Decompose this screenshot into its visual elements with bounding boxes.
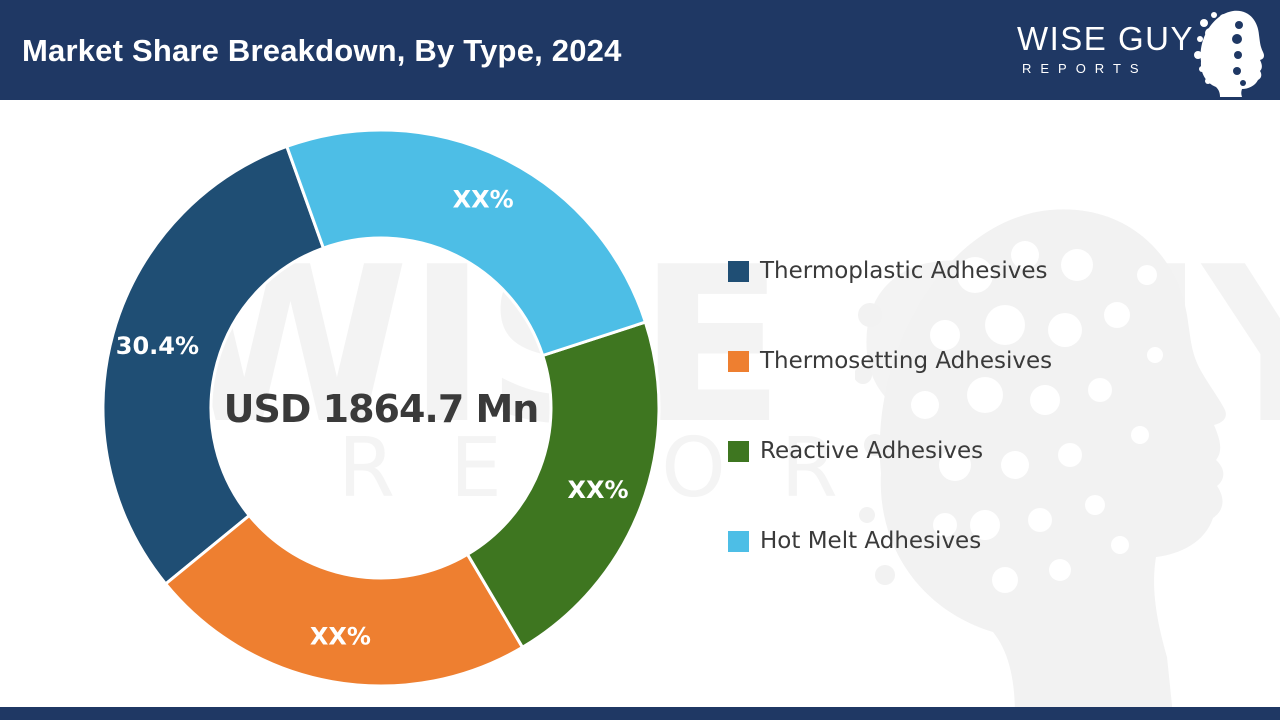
legend-item-thermosetting: Thermosetting Adhesives [728, 346, 1052, 376]
legend-label: Reactive Adhesives [760, 438, 984, 464]
legend-label: Thermosetting Adhesives [760, 348, 1053, 374]
legend-swatch-reactive [728, 440, 749, 462]
wise-guy-logo: WISE GUY REPORTS [1016, 0, 1266, 100]
logo-wordmark: WISE GUY REPORTS [1017, 20, 1194, 76]
donut-slice-0 [101, 144, 325, 586]
slice-label-0: 30.4% [116, 332, 199, 360]
slice-label-3: XX% [453, 186, 514, 214]
legend-item-hotmelt: Hot Melt Adhesives [728, 526, 1052, 556]
legend-item-thermoplastic: Thermoplastic Adhesives [728, 256, 1052, 286]
header-bar: Market Share Breakdown, By Type, 2024 WI… [0, 0, 1280, 100]
legend-swatch-hotmelt [728, 530, 749, 552]
watermark-face [855, 209, 1226, 715]
slice-label-1: XX% [310, 622, 371, 650]
donut-chart: 30.4% XX% XX% XX% USD 1864.7 Mn [101, 128, 661, 688]
legend-label: Hot Melt Adhesives [760, 528, 982, 554]
legend-label: Thermoplastic Adhesives [760, 258, 1048, 284]
logo-wordmark-line1: WISE GUY [1016, 20, 1194, 57]
donut-slice-1 [164, 514, 524, 688]
legend: Thermoplastic Adhesives Thermosetting Ad… [728, 256, 1052, 616]
donut-slice-2 [466, 320, 661, 649]
footer-bar [0, 707, 1280, 720]
legend-item-reactive: Reactive Adhesives [728, 436, 1052, 466]
legend-swatch-thermoplastic [728, 260, 749, 282]
legend-swatch-thermosetting [728, 350, 749, 372]
logo-face-icon [1194, 10, 1264, 97]
donut-center-label: USD 1864.7 Mn [224, 387, 539, 431]
page-title: Market Share Breakdown, By Type, 2024 [22, 33, 622, 68]
donut-slice-3 [285, 128, 647, 357]
logo-wordmark-line2: REPORTS [1021, 61, 1148, 76]
slice-label-2: XX% [567, 476, 628, 504]
